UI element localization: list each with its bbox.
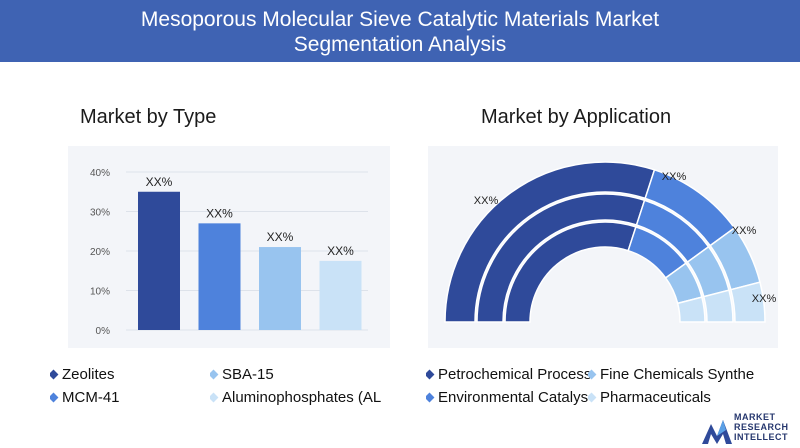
bar-chart: 0% 10% 20% 30% 40% XX% XX% XX% XX% <box>90 168 368 337</box>
legend-item-mcm41: MCM-41 <box>50 389 190 406</box>
legend-label: Environmental Catalys <box>438 389 588 406</box>
diamond-icon <box>50 369 59 380</box>
legend-label: Fine Chemicals Synthe <box>600 366 755 383</box>
legend-item-aluminophosphates: Aluminophosphates (AL <box>210 389 400 406</box>
page-title-line2: Segmentation Analysis <box>293 33 507 56</box>
y-tick-label: 30% <box>90 208 110 219</box>
arc-chart-title: Market by Application <box>481 106 672 128</box>
diamond-icon <box>588 369 597 380</box>
data-label: XX% <box>752 293 777 305</box>
page-title-line1: Mesoporous Molecular Sieve Catalytic Mat… <box>140 8 660 31</box>
bar-chart-panel: 0% 10% 20% 30% 40% XX% XX% XX% XX% <box>68 146 390 348</box>
bar <box>259 247 301 330</box>
legend-label: Aluminophosphates (AL <box>222 389 382 406</box>
y-tick-label: 40% <box>90 168 110 179</box>
logo-text: MARKET RESEARCH INTELLECT <box>734 412 789 442</box>
data-label: XX% <box>146 175 173 189</box>
data-label: XX% <box>206 206 233 220</box>
legend-item-petrochemical: Petrochemical Process <box>426 366 590 383</box>
data-label: XX% <box>267 230 294 244</box>
bar-chart-title: Market by Type <box>80 106 217 128</box>
y-tick-label: 0% <box>96 326 111 337</box>
legend-item-zeolites: Zeolites <box>50 366 190 383</box>
title-banner: Mesoporous Molecular Sieve Catalytic Mat… <box>0 0 800 62</box>
legend-label: Zeolites <box>62 366 115 383</box>
legend-item-fine-chemicals: Fine Chemicals Synthe <box>588 366 758 383</box>
diamond-icon <box>426 369 435 380</box>
bar <box>138 191 180 330</box>
diamond-icon <box>588 392 597 403</box>
arc-segment <box>676 296 706 323</box>
legend-label: SBA-15 <box>222 366 274 383</box>
legend-item-environmental: Environmental Catalys <box>426 389 588 406</box>
semicircle-ring-chart: XX% XX% XX% XX% <box>444 161 777 323</box>
data-label: XX% <box>662 171 687 183</box>
logo-line3: INTELLECT <box>734 432 788 442</box>
legend-item-pharmaceuticals: Pharmaceuticals <box>588 389 738 406</box>
data-label: XX% <box>327 244 354 258</box>
data-label: XX% <box>732 225 757 237</box>
logo-mark-icon <box>702 420 732 444</box>
arc-segment <box>702 289 734 323</box>
data-label: XX% <box>474 195 499 207</box>
legend-item-sba15: SBA-15 <box>210 366 390 383</box>
diamond-icon <box>210 369 219 380</box>
legend-label: MCM-41 <box>62 389 120 406</box>
diamond-icon <box>210 392 219 403</box>
y-tick-label: 10% <box>90 287 110 298</box>
bar <box>319 260 362 330</box>
bar <box>198 223 241 330</box>
logo-line2: RESEARCH <box>734 422 789 432</box>
y-tick-label: 20% <box>90 247 110 258</box>
arc-chart-panel: XX% XX% XX% XX% <box>428 146 778 348</box>
arc-segment <box>730 281 766 323</box>
diamond-icon <box>426 392 435 403</box>
legend-label: Petrochemical Process <box>438 366 590 383</box>
legend-label: Pharmaceuticals <box>600 389 711 406</box>
brand-logo: MARKET RESEARCH INTELLECT <box>700 410 796 446</box>
logo-line1: MARKET <box>734 412 776 422</box>
diamond-icon <box>50 392 59 403</box>
